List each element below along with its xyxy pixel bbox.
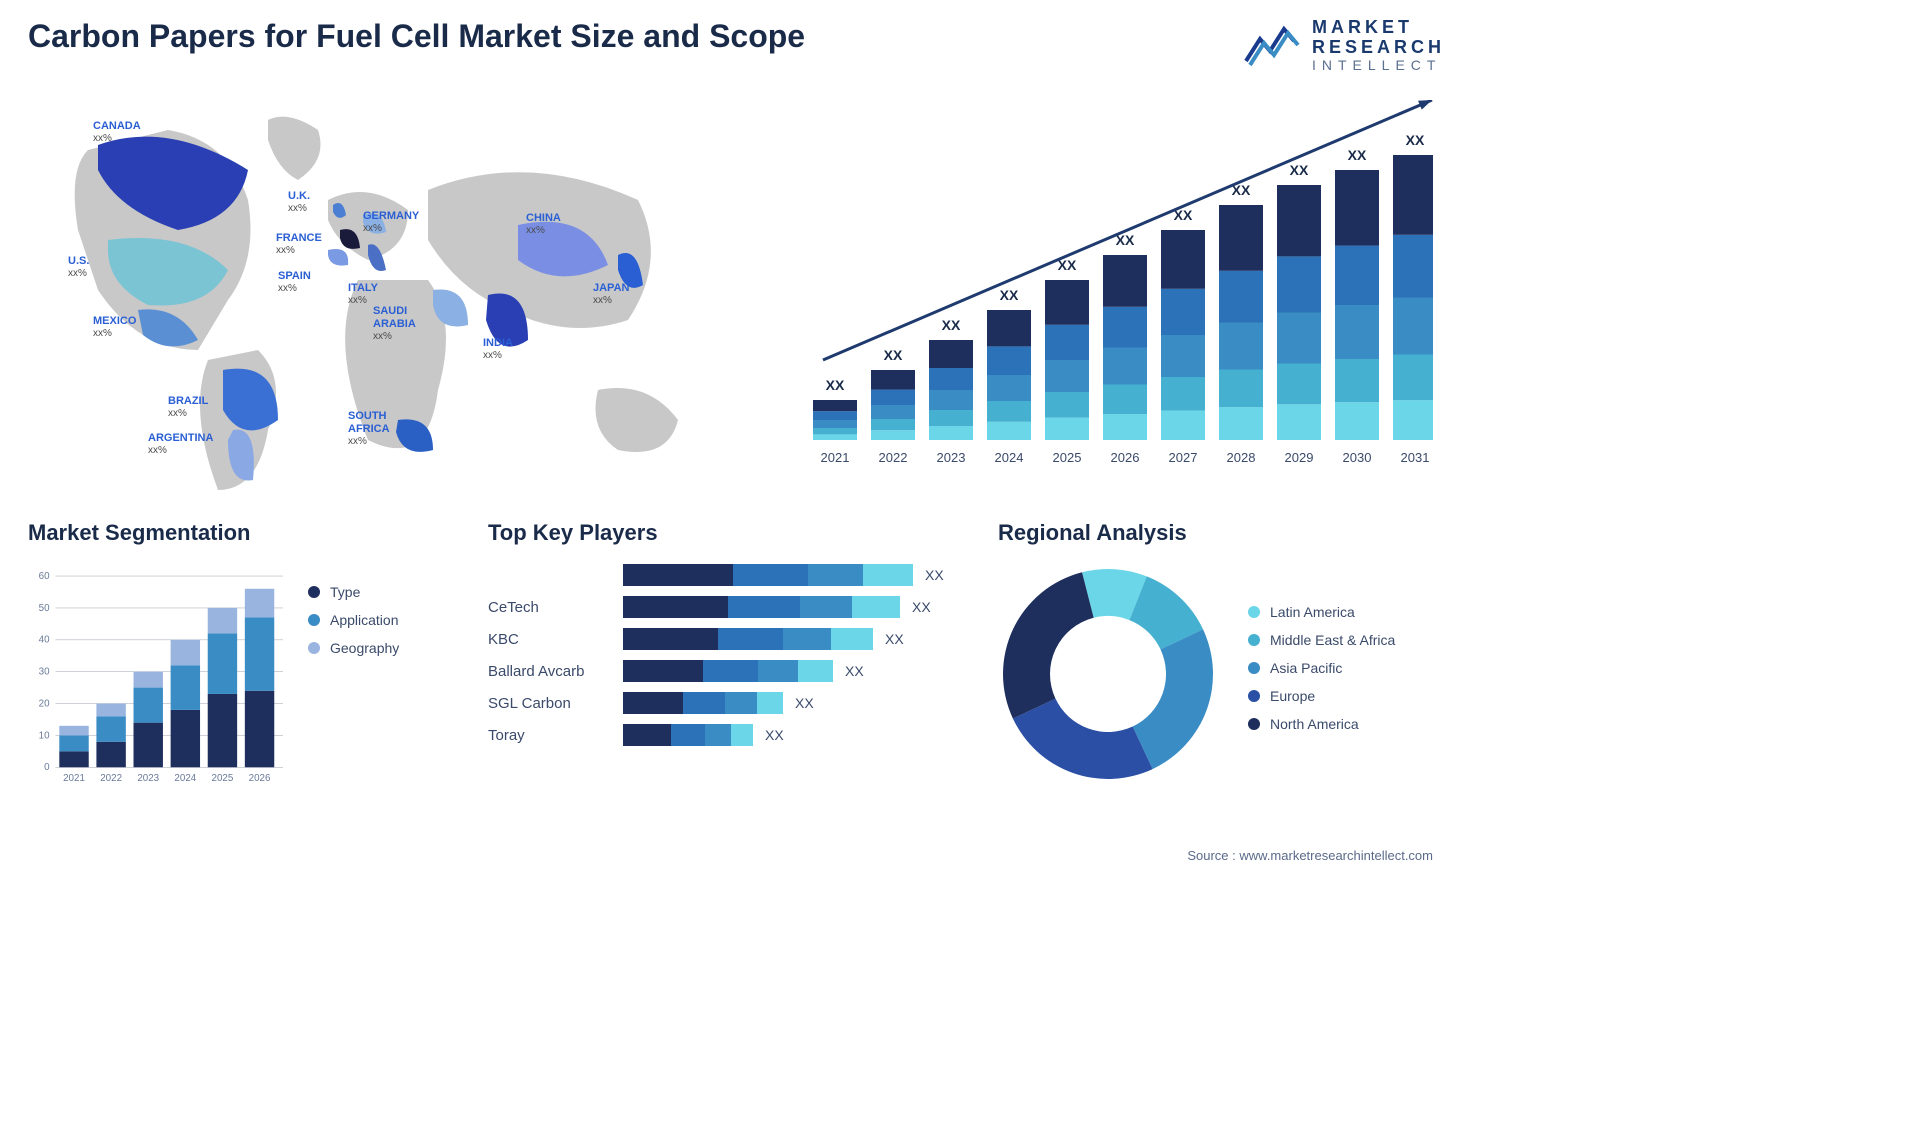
svg-text:2026: 2026	[1111, 450, 1140, 465]
legend-item: Asia Pacific	[1248, 660, 1445, 676]
svg-text:XX: XX	[1406, 132, 1425, 148]
country-label: FRANCExx%	[276, 232, 322, 257]
logo-icon	[1244, 21, 1302, 69]
svg-text:40: 40	[39, 635, 50, 646]
keyplayer-value: XX	[765, 727, 784, 743]
keyplayer-row: SGL Carbon XX	[488, 692, 958, 714]
svg-text:XX: XX	[826, 377, 845, 393]
svg-text:2024: 2024	[174, 773, 196, 784]
segmentation-title: Market Segmentation	[28, 520, 448, 546]
svg-text:50: 50	[39, 603, 50, 614]
svg-text:2029: 2029	[1285, 450, 1314, 465]
svg-text:2023: 2023	[137, 773, 159, 784]
country-label: SOUTHAFRICAxx%	[348, 410, 390, 448]
svg-text:2023: 2023	[937, 450, 966, 465]
keyplayer-row: KBC XX	[488, 628, 958, 650]
country-label: U.S.xx%	[68, 255, 89, 280]
world-map-panel: CANADAxx% U.S.xx% MEXICOxx% BRAZILxx% ARGENT…	[28, 90, 728, 490]
legend-item: Middle East & Africa	[1248, 632, 1445, 648]
svg-text:XX: XX	[1348, 147, 1367, 163]
legend-item: Application	[308, 612, 448, 628]
regional-donut	[998, 564, 1218, 784]
keyplayer-name: Ballard Avcarb	[488, 663, 623, 680]
growth-bar-chart: XX 2021 XX 2022 XX 2023 XX 2024 XX 2025 XX 2026 XX 20…	[793, 100, 1433, 480]
keyplayer-bar	[623, 660, 833, 682]
keyplayer-name: Toray	[488, 727, 623, 744]
country-label: GERMANYxx%	[363, 210, 419, 235]
legend-item: Latin America	[1248, 604, 1445, 620]
keyplayer-name: KBC	[488, 631, 623, 648]
logo-line-2: RESEARCH	[1312, 38, 1445, 58]
svg-text:30: 30	[39, 667, 50, 678]
svg-text:60: 60	[39, 571, 50, 582]
brand-logo: MARKET RESEARCH INTELLECT	[1244, 18, 1445, 73]
country-label: CANADAxx%	[93, 120, 141, 145]
legend-item: North America	[1248, 716, 1445, 732]
keyplayer-name: CeTech	[488, 599, 623, 616]
country-label: JAPANxx%	[593, 282, 629, 307]
regional-panel: Regional Analysis Latin America Middle Ea…	[998, 520, 1445, 794]
keyplayer-value: XX	[925, 567, 944, 583]
keyplayer-name: SGL Carbon	[488, 695, 623, 712]
keyplayer-row: CeTech XX	[488, 596, 958, 618]
keyplayer-value: XX	[885, 631, 904, 647]
svg-text:2025: 2025	[212, 773, 234, 784]
svg-text:2028: 2028	[1227, 450, 1256, 465]
keyplayers-title: Top Key Players	[488, 520, 958, 546]
svg-text:2021: 2021	[821, 450, 850, 465]
country-label: INDIAxx%	[483, 337, 513, 362]
country-label: MEXICOxx%	[93, 315, 136, 340]
svg-text:2021: 2021	[63, 773, 85, 784]
keyplayer-bar	[623, 628, 873, 650]
svg-text:2027: 2027	[1169, 450, 1198, 465]
keyplayer-value: XX	[795, 695, 814, 711]
svg-text:XX: XX	[884, 347, 903, 363]
keyplayer-row: Toray XX	[488, 724, 958, 746]
keyplayer-bar	[623, 724, 753, 746]
regional-title: Regional Analysis	[998, 520, 1445, 546]
keyplayer-row: XX	[488, 564, 958, 586]
segmentation-legend: Type Application Geography	[308, 564, 448, 794]
keyplayer-value: XX	[845, 663, 864, 679]
keyplayer-bar	[623, 692, 783, 714]
svg-text:2031: 2031	[1401, 450, 1430, 465]
svg-text:XX: XX	[942, 317, 961, 333]
keyplayer-bar	[623, 564, 913, 586]
svg-text:2026: 2026	[249, 773, 271, 784]
segmentation-panel: Market Segmentation 0 10 20 30 40 50 60 2021 202…	[28, 520, 448, 794]
regional-legend: Latin America Middle East & Africa Asia Pa…	[1248, 604, 1445, 744]
svg-text:2025: 2025	[1053, 450, 1082, 465]
segmentation-chart: 0 10 20 30 40 50 60 2021 2022 2023 2024 2025 2026	[28, 564, 283, 794]
legend-item: Europe	[1248, 688, 1445, 704]
svg-text:2022: 2022	[100, 773, 122, 784]
legend-item: Geography	[308, 640, 448, 656]
country-label: ARGENTINAxx%	[148, 432, 213, 457]
keyplayer-value: XX	[912, 599, 931, 615]
keyplayer-row: Ballard Avcarb XX	[488, 660, 958, 682]
svg-text:2024: 2024	[995, 450, 1024, 465]
country-label: SPAINxx%	[278, 270, 311, 295]
svg-text:XX: XX	[1000, 287, 1019, 303]
keyplayers-bars: XXCeTechXXKBCXXBallard AvcarbXXSGL Carbo…	[488, 564, 958, 746]
country-label: BRAZILxx%	[168, 395, 208, 420]
svg-text:0: 0	[44, 762, 50, 773]
country-label: ITALYxx%	[348, 282, 378, 307]
svg-text:10: 10	[39, 730, 50, 741]
svg-text:20: 20	[39, 698, 50, 709]
logo-line-1: MARKET	[1312, 18, 1445, 38]
keyplayers-panel: Top Key Players XXCeTechXXKBCXXBallard A…	[488, 520, 958, 794]
page-title: Carbon Papers for Fuel Cell Market Size …	[28, 18, 805, 55]
svg-text:XX: XX	[1290, 162, 1309, 178]
svg-text:2022: 2022	[879, 450, 908, 465]
country-label: CHINAxx%	[526, 212, 561, 237]
legend-item: Type	[308, 584, 448, 600]
keyplayer-bar	[623, 596, 900, 618]
country-label: SAUDIARABIAxx%	[373, 305, 416, 343]
country-label: U.K.xx%	[288, 190, 310, 215]
logo-line-3: INTELLECT	[1312, 58, 1445, 73]
svg-text:2030: 2030	[1343, 450, 1372, 465]
source-label: Source : www.marketresearchintellect.com	[1187, 848, 1433, 863]
